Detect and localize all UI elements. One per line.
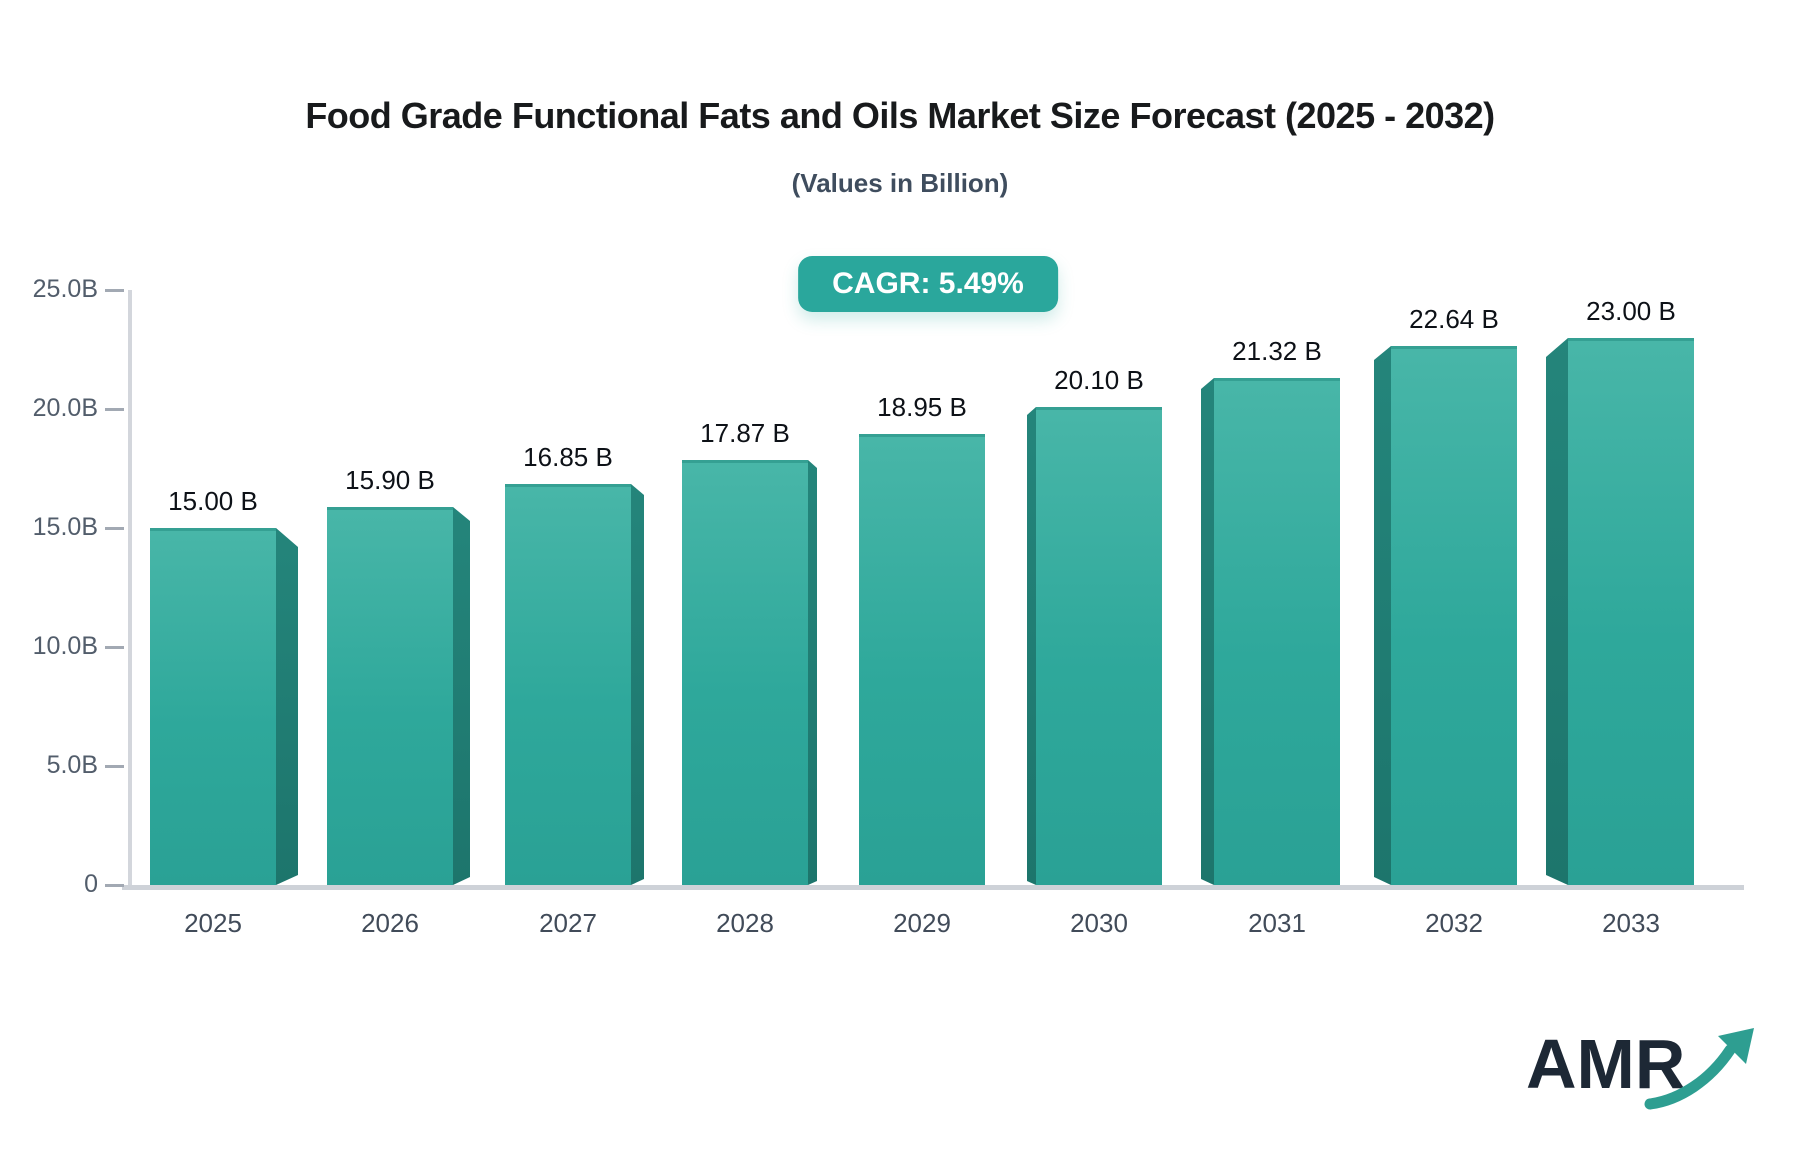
bar-side-face — [1374, 346, 1391, 885]
bar-value-label: 17.87 B — [700, 418, 790, 448]
y-axis-tick-label: 10.0B — [32, 632, 98, 660]
x-axis-label-2027: 2027 — [539, 908, 597, 938]
bar-2033 — [1568, 338, 1694, 885]
bar-2027 — [505, 484, 631, 885]
x-axis-label-2032: 2032 — [1425, 908, 1483, 938]
y-axis-line — [128, 290, 132, 889]
bar-value-label: 23.00 B — [1586, 296, 1676, 326]
trend-up-arrow-icon — [1644, 1028, 1754, 1110]
y-axis-tick — [105, 527, 124, 530]
x-axis-label-2031: 2031 — [1248, 908, 1306, 938]
x-axis-label-2029: 2029 — [893, 908, 951, 938]
logo-text: AMR — [1526, 1025, 1685, 1103]
y-axis-tick — [105, 884, 124, 887]
bar-value-label: 15.00 B — [168, 486, 258, 516]
chart-title: Food Grade Functional Fats and Oils Mark… — [305, 95, 1495, 136]
x-axis-label-2030: 2030 — [1070, 908, 1128, 938]
y-axis-tick-label: 20.0B — [32, 394, 98, 422]
y-axis-tick-label: 25.0B — [32, 275, 98, 303]
y-axis-tick — [105, 289, 124, 292]
y-axis-tick-label: 5.0B — [46, 751, 98, 779]
bar-2025 — [150, 528, 276, 885]
x-axis-label-2028: 2028 — [716, 908, 774, 938]
x-axis-label-2033: 2033 — [1602, 908, 1660, 938]
bar-2029 — [859, 434, 985, 885]
bar-2026 — [327, 507, 453, 885]
bar-value-label: 16.85 B — [523, 442, 613, 472]
bar-value-label: 20.10 B — [1054, 365, 1144, 395]
y-axis-tick — [105, 408, 124, 411]
bar-2031 — [1214, 378, 1340, 885]
x-axis-line — [122, 885, 1744, 890]
bar-value-label: 15.90 B — [345, 465, 435, 495]
y-axis-tick-label: 15.0B — [32, 513, 98, 541]
bar-2030 — [1036, 407, 1162, 885]
bar-2032 — [1391, 346, 1517, 885]
y-axis-tick-label: 0 — [84, 870, 98, 898]
bar-side-face — [1027, 407, 1036, 885]
bar-side-face — [1201, 378, 1214, 885]
chart-subtitle: (Values in Billion) — [791, 168, 1009, 198]
cagr-badge: CAGR: 5.49% — [798, 256, 1058, 312]
bar-side-face — [1546, 338, 1568, 885]
bar-side-face — [276, 528, 298, 885]
bar-value-label: 22.64 B — [1409, 304, 1499, 334]
y-axis-tick — [105, 765, 124, 768]
bar-side-face — [453, 507, 470, 885]
bar-side-face — [808, 460, 817, 885]
amr-logo: AMR — [1526, 1025, 1754, 1110]
bar-2028 — [682, 460, 808, 885]
y-axis-tick — [105, 646, 124, 649]
bar-side-face — [631, 484, 644, 885]
bar-value-label: 21.32 B — [1232, 336, 1322, 366]
x-axis-label-2026: 2026 — [361, 908, 419, 938]
bar-value-label: 18.95 B — [877, 392, 967, 422]
x-axis-label-2025: 2025 — [184, 908, 242, 938]
